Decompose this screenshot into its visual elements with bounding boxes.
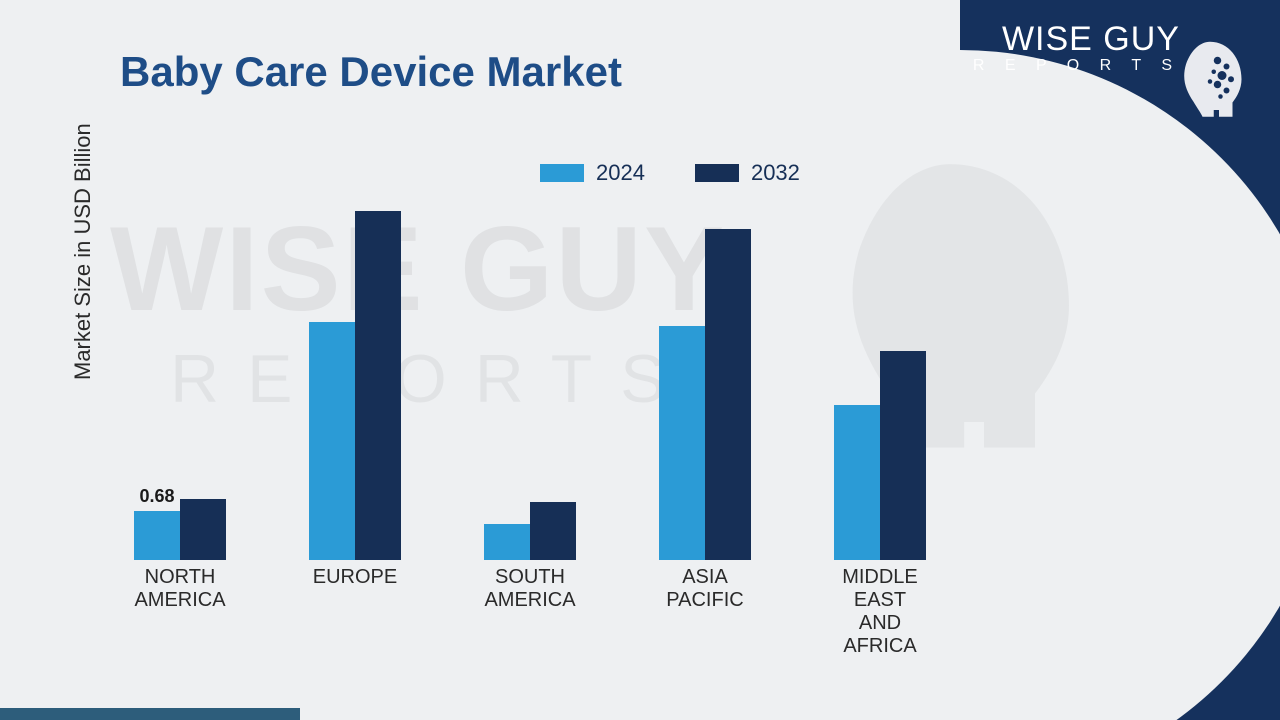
plot-area: 0.68 <box>110 200 980 560</box>
bottom-accent-bar <box>0 708 300 720</box>
data-label: 0.68 <box>135 486 179 507</box>
bar <box>659 326 705 560</box>
legend-label: 2032 <box>751 160 800 186</box>
brand-main-text: WISE GUY <box>973 20 1180 59</box>
x-axis-label: ASIAPACIFIC <box>645 566 765 612</box>
bar <box>180 499 226 560</box>
bar <box>530 502 576 560</box>
chart-title: Baby Care Device Market <box>120 48 622 96</box>
bar <box>134 511 180 560</box>
legend-item: 2024 <box>540 160 645 186</box>
x-axis-label: EUROPE <box>305 566 405 589</box>
bar <box>705 229 751 560</box>
bar <box>880 351 926 560</box>
legend-item: 2032 <box>695 160 800 186</box>
legend-swatch <box>695 164 739 182</box>
x-axis-label: NORTHAMERICA <box>115 566 245 612</box>
x-axis-label: SOUTHAMERICA <box>470 566 590 612</box>
legend-label: 2024 <box>596 160 645 186</box>
bar <box>309 322 355 560</box>
brand-sub-text: R E P O R T S <box>973 57 1180 75</box>
bar <box>484 524 530 560</box>
y-axis-label: Market Size in USD Billion <box>70 123 96 380</box>
x-axis-label: MIDDLEEASTANDAFRICA <box>820 566 940 658</box>
legend: 2024 2032 <box>540 160 800 186</box>
chart-stage: WISE GUY REPORTS Baby Care Device Market… <box>0 0 1280 720</box>
legend-swatch <box>540 164 584 182</box>
bar <box>834 405 880 560</box>
brand-block: WISE GUY R E P O R T S <box>973 20 1250 75</box>
bar <box>355 211 401 560</box>
